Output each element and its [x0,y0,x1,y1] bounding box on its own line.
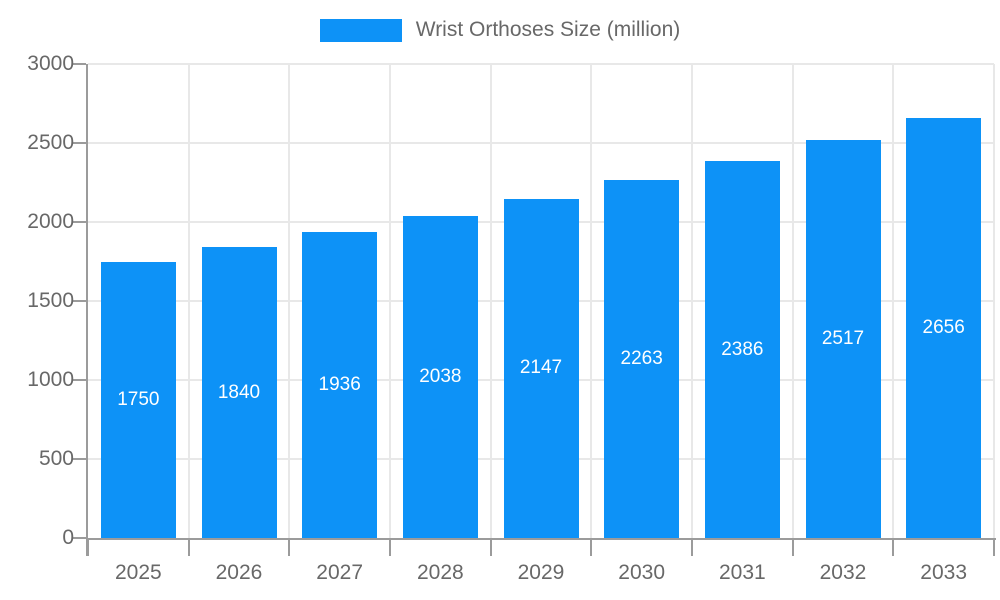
v-gridline [590,64,593,538]
bar-value-label: 2263 [620,348,663,370]
bar: 1936 [302,232,378,538]
x-axis-tick-label: 2028 [416,561,464,584]
legend-swatch-icon [319,18,402,42]
x-axis-tick [187,540,190,556]
x-axis-tick-label: 2033 [920,561,968,584]
y-axis-line [86,64,88,556]
x-axis-line [86,538,996,540]
x-axis-tick [791,540,794,556]
bar: 2147 [503,198,579,538]
x-axis-tick [489,540,492,556]
bar: 2263 [604,180,680,538]
y-axis-tick-label: 0 [62,526,74,549]
y-axis-tick [72,142,86,144]
x-axis-tick [993,540,995,556]
bar-value-label: 2147 [519,357,563,379]
plot-area: 0 500 1000 1500 2000 2500 3000 1750 2025 1840 2026… [27,52,996,584]
y-axis-tick [72,379,86,381]
v-gridline [892,64,895,538]
chart-legend: Wrist Orthoses Size (million) [0,17,1000,43]
v-gridline [489,64,492,538]
x-axis-tick-label: 2030 [618,561,666,584]
v-gridline [288,64,291,538]
y-axis-tick-label: 2500 [27,131,74,154]
x-axis-tick-label: 2031 [718,561,766,584]
bar-value-label: 2517 [821,328,865,350]
x-axis-tick [892,540,895,556]
y-axis-tick-label: 1500 [27,289,74,312]
v-gridline [389,64,391,538]
bar-value-label: 1750 [117,388,160,410]
x-axis-tick-label: 2029 [517,561,565,584]
x-axis-tick [87,540,89,556]
bar-value-label: 1936 [318,374,361,396]
bar: 2386 [704,161,780,538]
y-axis-tick [72,537,86,539]
y-axis-tick-label: 2000 [27,210,74,233]
y-axis-tick-label: 500 [38,447,74,470]
y-axis-tick-label: 1000 [27,368,74,391]
bar: 2656 [906,118,982,538]
y-axis-tick [72,300,86,302]
legend-label: Wrist Orthoses Size (million) [415,18,681,41]
x-axis-tick [288,540,291,556]
y-axis-tick-label: 3000 [27,52,74,75]
bar: 2517 [805,140,881,538]
y-axis-tick [72,458,86,460]
bar: 1840 [201,247,277,538]
bar-value-label: 2656 [922,317,965,339]
v-gridline [993,64,995,538]
x-axis-tick-label: 2032 [819,561,867,584]
v-gridline [691,64,693,538]
bar-value-label: 1840 [217,381,261,403]
bar-value-label: 2386 [721,338,764,360]
bar: 1750 [100,261,176,538]
bar: 2038 [402,216,478,538]
h-gridline [88,142,994,144]
v-gridline [791,64,794,538]
x-axis-tick [389,540,391,556]
v-gridline [187,64,190,538]
y-axis-tick [72,63,86,65]
bar-value-label: 2038 [419,366,462,387]
x-axis-tick-label: 2026 [215,561,263,584]
x-axis-tick-label: 2027 [316,561,364,584]
x-axis-tick [691,540,693,556]
x-axis-tick [590,540,593,556]
y-axis-tick [72,221,86,223]
x-axis-tick-label: 2025 [114,561,162,584]
h-gridline [88,63,994,65]
